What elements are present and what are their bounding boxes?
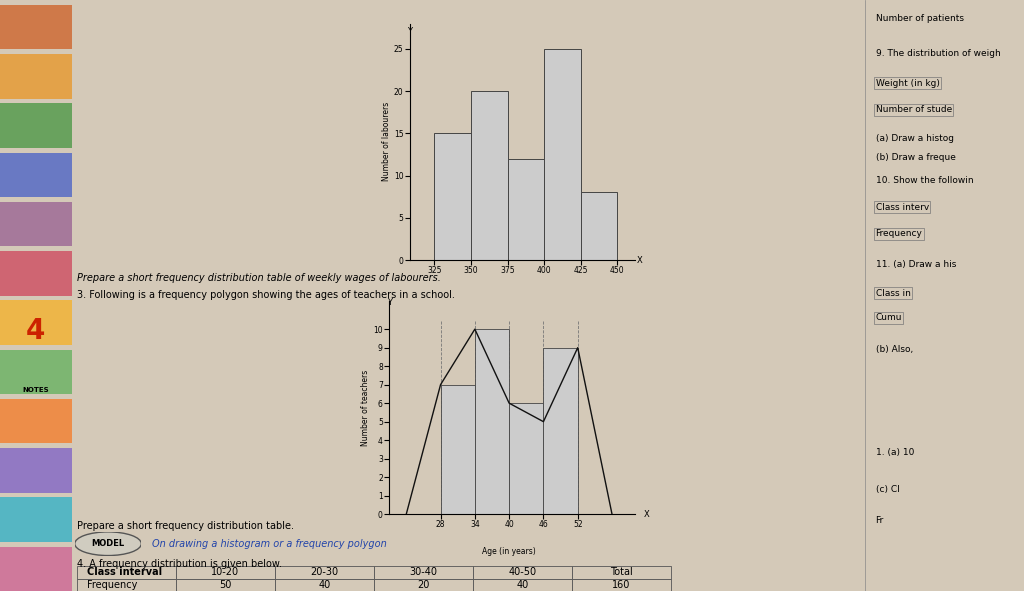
Text: Weekly wages: Weekly wages [498, 323, 552, 332]
Bar [0, 202, 72, 246]
Text: Prepare a short frequency distribution table of weekly wages of labourers.: Prepare a short frequency distribution t… [77, 272, 440, 282]
Bar [0, 251, 72, 296]
Y-axis label: Number of teachers: Number of teachers [361, 369, 371, 446]
Text: On drawing a histogram or a frequency polygon: On drawing a histogram or a frequency po… [152, 539, 386, 549]
Text: 11. (a) Draw a his: 11. (a) Draw a his [876, 260, 955, 269]
Text: 3. Following is a frequency polygon showing the ages of teachers in a school.: 3. Following is a frequency polygon show… [77, 290, 455, 300]
Bar [0, 498, 72, 542]
Text: Number of patients: Number of patients [876, 14, 964, 22]
Text: 4: 4 [27, 317, 45, 345]
Text: X: X [643, 509, 649, 519]
Text: Class in: Class in [876, 288, 910, 297]
Text: Cumu: Cumu [876, 313, 902, 322]
Text: Number of stude: Number of stude [876, 105, 951, 114]
Text: (a) Draw a histog: (a) Draw a histog [876, 134, 953, 142]
Bar [0, 152, 72, 197]
Bar [544, 348, 578, 514]
Text: Y: Y [387, 298, 391, 307]
Text: Fr: Fr [876, 516, 884, 525]
Bar [0, 103, 72, 148]
Text: Prepare a short frequency distribution table.: Prepare a short frequency distribution t… [77, 521, 294, 531]
Text: (c) Cl: (c) Cl [876, 485, 899, 493]
Text: 10. Show the followin: 10. Show the followin [876, 176, 973, 185]
Text: (b) Also,: (b) Also, [876, 345, 912, 353]
Text: (b) Draw a freque: (b) Draw a freque [876, 152, 955, 161]
Y-axis label: Number of labourers: Number of labourers [382, 102, 391, 181]
Bar [0, 448, 72, 492]
Bar [0, 350, 72, 394]
Text: MODEL: MODEL [91, 539, 125, 548]
Bar [0, 399, 72, 443]
Bar [440, 385, 475, 514]
Text: 4. A frequency distribution is given below.: 4. A frequency distribution is given bel… [77, 559, 282, 569]
Bar [544, 49, 581, 260]
Bar [508, 159, 544, 260]
Text: X: X [636, 255, 642, 265]
Bar [0, 5, 72, 49]
Bar [434, 134, 471, 260]
Text: 9. The distribution of weigh: 9. The distribution of weigh [876, 49, 1000, 58]
Text: Frequency: Frequency [876, 229, 923, 238]
Bar [471, 91, 508, 260]
Bar [0, 54, 72, 99]
Text: Age (in years): Age (in years) [482, 547, 536, 557]
Bar [509, 403, 544, 514]
Ellipse shape [75, 532, 141, 556]
Text: Weight (in kg): Weight (in kg) [876, 79, 939, 87]
Bar [0, 300, 72, 345]
Text: Class interv: Class interv [876, 203, 929, 212]
Text: 1. (a) 10: 1. (a) 10 [876, 448, 913, 457]
Text: Y: Y [408, 27, 412, 36]
Bar [475, 329, 509, 514]
Text: NOTES: NOTES [23, 387, 49, 393]
Bar [0, 547, 72, 591]
Bar [581, 193, 617, 260]
